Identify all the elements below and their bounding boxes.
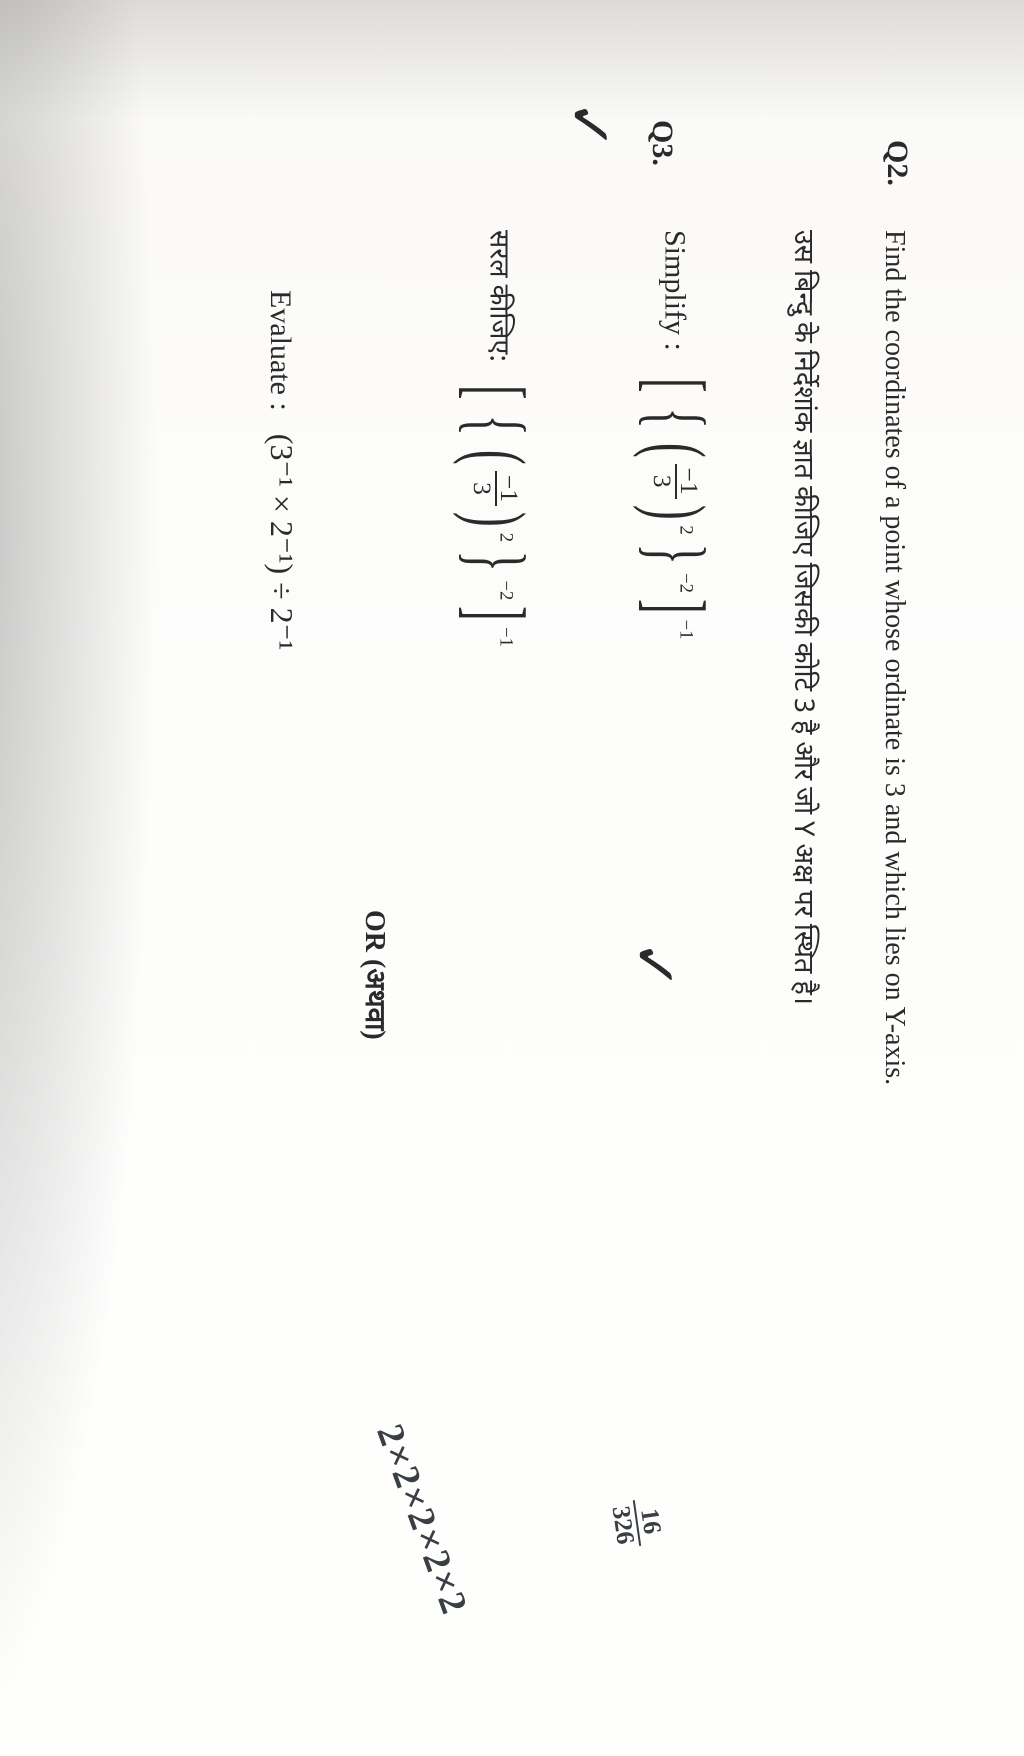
handwriting-fraction: 16 326 xyxy=(608,1497,667,1550)
q2-english: Find the coordinates of a point whose or… xyxy=(875,230,914,1640)
q3-simplify-line: Simplify : [{(−13)2}−2]−1 xyxy=(648,230,704,640)
q3-evaluate-line: Evaluate : (3⁻¹ × 2⁻¹) ÷ 2⁻¹ xyxy=(259,290,304,650)
q3-expression-hi: [{(−13)2}−2]−1 xyxy=(480,379,517,647)
page-container: Q2. Find the coordinates of a point whos… xyxy=(0,0,1024,1756)
hw-frac-den: 326 xyxy=(608,1500,640,1549)
q3-simplify-hi: सरल कीजिए: xyxy=(478,230,513,362)
tick-mark-q3: ✓ xyxy=(554,100,624,150)
q3-expression-en: [{(−13)2}−2]−1 xyxy=(660,372,697,640)
q3-or-label: OR (अथवा) xyxy=(355,910,394,1040)
q3-simplify-hi-line: सरल कीजिए: [{(−13)2}−2]−1 xyxy=(468,230,524,647)
handwriting-chain: 2×2×2×2×2 xyxy=(367,1418,477,1621)
q2-label: Q2. xyxy=(880,140,914,186)
q3-evaluate-expr: (3⁻¹ × 2⁻¹) ÷ 2⁻¹ xyxy=(264,434,300,650)
bottom-shadow xyxy=(0,0,160,1756)
q3-label: Q3. xyxy=(645,120,679,166)
q2-hindi: उस बिन्दु के निर्देशांक ज्ञात कीजिए जिसक… xyxy=(781,230,819,1640)
text-layer: Q2. Find the coordinates of a point whos… xyxy=(0,0,1024,1756)
left-edge-shadow xyxy=(0,0,1024,120)
q3-simplify-en: Simplify : xyxy=(659,230,692,351)
tick-mark-1: ✓ xyxy=(619,940,689,990)
q3-evaluate-label: Evaluate : xyxy=(264,290,297,411)
